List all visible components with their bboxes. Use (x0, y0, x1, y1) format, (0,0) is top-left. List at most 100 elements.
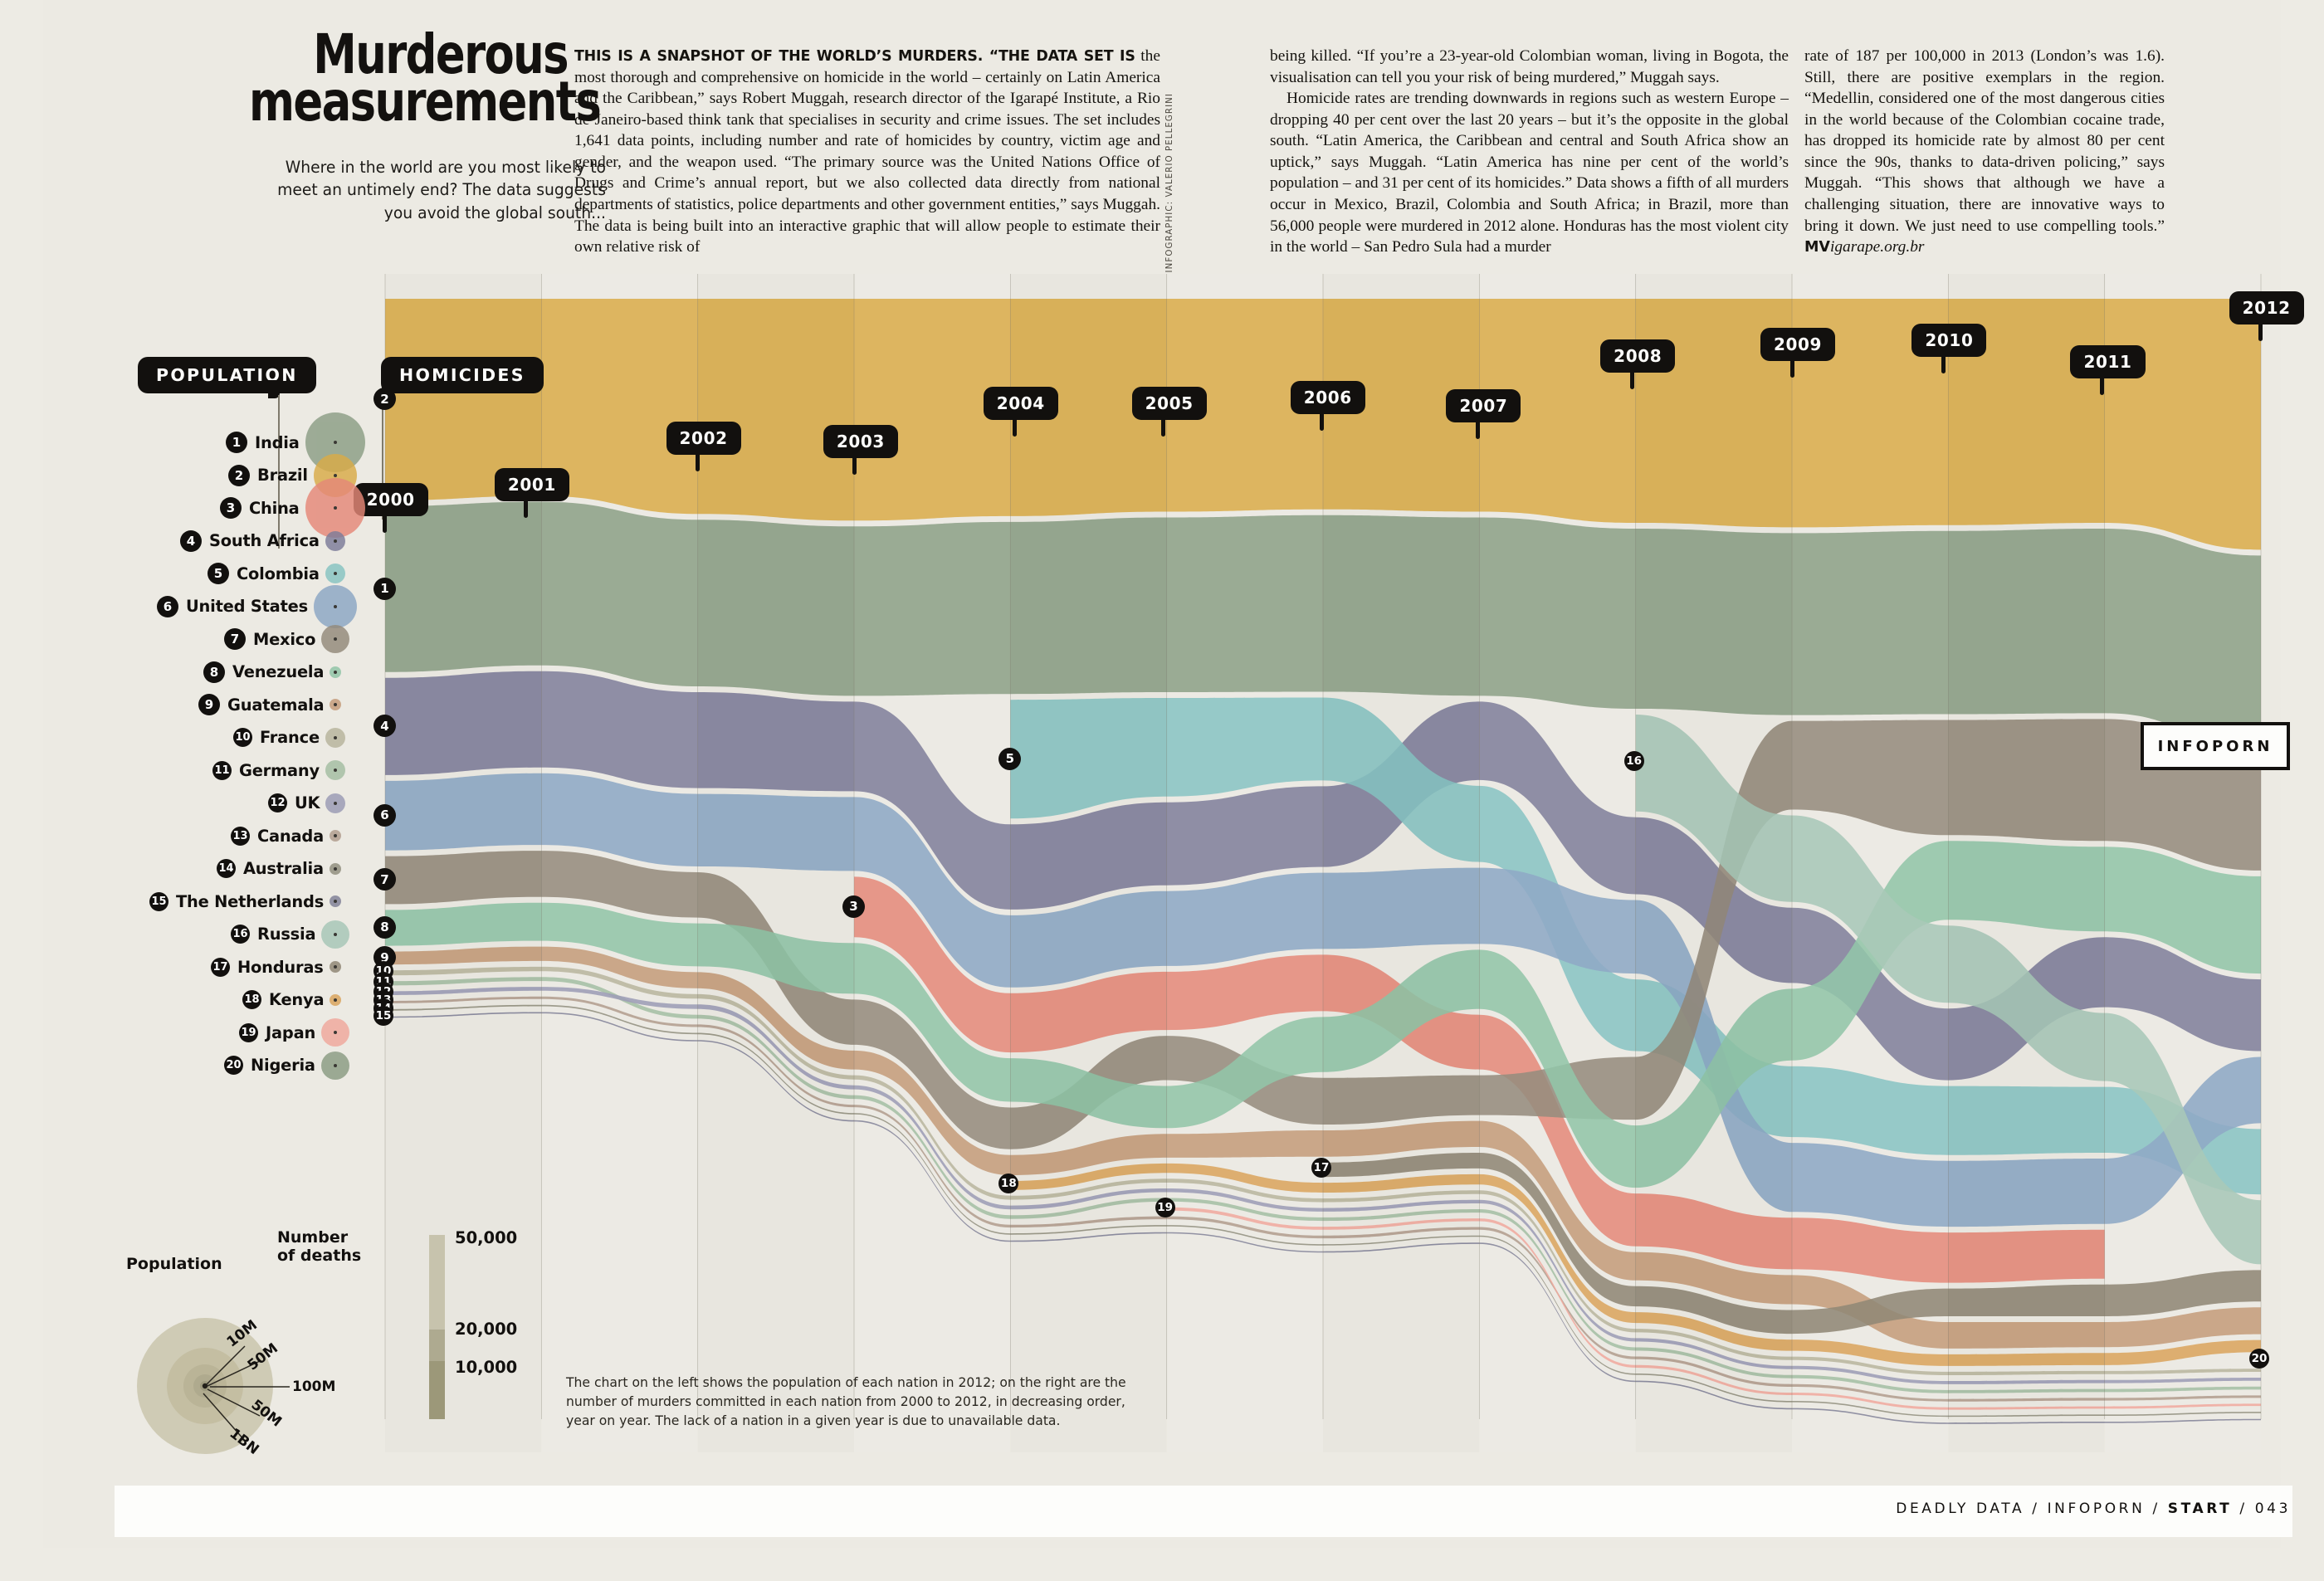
rank-pill: 4 (180, 529, 202, 552)
year-badge-2008[interactable]: 2008 (1600, 339, 1676, 373)
country-rank-item-south-africa[interactable]: 4 South Africa (180, 529, 345, 552)
year-badge-2012[interactable]: 2012 (2229, 291, 2304, 324)
rank-marker-7[interactable]: 7 (374, 868, 396, 891)
population-bubble (325, 760, 345, 780)
deaths-bar-seg-mid (429, 1330, 445, 1361)
population-bubble (325, 793, 346, 813)
homicides-leader-line (382, 395, 383, 520)
year-badge-tail-2009 (1789, 356, 1794, 378)
legend-deaths-label: Number of deaths (277, 1228, 362, 1266)
country-name: Kenya (269, 990, 325, 1009)
legend-population-label: Population (126, 1255, 222, 1273)
year-badge-2000[interactable]: 2000 (353, 483, 428, 517)
footer-sep-3: / (2239, 1500, 2255, 1517)
title-line-1: Murderous (313, 22, 569, 86)
year-column-shade-2010 (1948, 274, 2104, 1452)
year-column-shade-2011 (2105, 274, 2261, 1452)
country-rank-item-australia[interactable]: 14 Australia (217, 858, 341, 880)
population-bubble (330, 666, 342, 678)
col2-para-2: Homicide rates are trending downwards in… (1270, 90, 1789, 256)
stream-band-guatemala (385, 946, 2261, 1349)
country-rank-item-honduras[interactable]: 17 Honduras (211, 956, 341, 978)
body-column-3: rate of 187 per 100,000 in 2013 (London’… (1804, 46, 2165, 258)
population-bubble (329, 961, 341, 973)
year-badge-2007[interactable]: 2007 (1446, 389, 1521, 423)
country-name: China (249, 498, 300, 518)
year-badge-2009[interactable]: 2009 (1760, 328, 1836, 362)
country-rank-item-japan[interactable]: 19 Japan (239, 1018, 350, 1047)
rank-marker-3[interactable]: 3 (842, 895, 865, 918)
chart-caption: The chart on the left shows the populati… (566, 1375, 1126, 1428)
population-bubble (329, 830, 341, 842)
lede-text: THIS IS A SNAPSHOT OF THE WORLD’S MURDER… (574, 48, 1135, 65)
source-url: igarape.org.br (1829, 238, 1925, 256)
rank-marker-17[interactable]: 17 (1311, 1158, 1331, 1178)
country-rank-item-uk[interactable]: 12 UK (268, 793, 346, 814)
rank-pill: 1 (226, 432, 247, 453)
rank-marker-19[interactable]: 19 (1155, 1197, 1175, 1217)
year-badge-2004[interactable]: 2004 (983, 386, 1058, 420)
standfirst: Where in the world are you most likely t… (277, 157, 606, 222)
rank-pill: 16 (231, 925, 250, 944)
rank-marker-18[interactable]: 18 (998, 1174, 1019, 1194)
col3-text: rate of 187 per 100,000 in 2013 (London’… (1804, 47, 2165, 235)
rank-marker-8[interactable]: 8 (374, 915, 396, 939)
year-badge-2001[interactable]: 2001 (494, 468, 569, 502)
year-column-shade-2009 (1792, 274, 1948, 1452)
year-column-shading (384, 274, 2262, 1452)
country-rank-item-colombia[interactable]: 5 Colombia (208, 563, 345, 584)
country-name: Colombia (237, 564, 320, 583)
rank-marker-16[interactable]: 16 (1623, 751, 1644, 772)
year-badge-2002[interactable]: 2002 (666, 422, 741, 455)
population-bubble (320, 1051, 349, 1080)
deaths-scale-bar (429, 1235, 445, 1419)
year-badge-2005[interactable]: 2005 (1131, 386, 1207, 420)
country-rank-item-germany[interactable]: 11 Germany (212, 759, 345, 781)
country-name: Brazil (257, 466, 308, 485)
rank-pill: 2 (228, 464, 250, 486)
rank-pill: 7 (224, 628, 246, 650)
country-rank-item-canada[interactable]: 13 Canada (231, 825, 341, 847)
rank-marker-2[interactable]: 2 (374, 388, 396, 411)
country-rank-item-the-netherlands[interactable]: 15 The Netherlands (149, 891, 342, 912)
rank-marker-6[interactable]: 6 (374, 803, 396, 827)
rank-pill: 10 (233, 728, 252, 747)
year-badge-2010[interactable]: 2010 (1911, 323, 1987, 357)
country-name: United States (186, 597, 308, 616)
country-rank-item-kenya[interactable]: 18 Kenya (242, 989, 342, 1011)
rank-marker-4[interactable]: 4 (374, 715, 396, 738)
country-rank-item-china[interactable]: 3 China (220, 478, 365, 538)
rank-marker-5[interactable]: 5 (998, 747, 1022, 770)
country-rank-item-venezuela[interactable]: 8 Venezuela (203, 661, 342, 683)
country-rank-item-mexico[interactable]: 7 Mexico (224, 625, 350, 653)
country-rank-item-united-states[interactable]: 6 United States (157, 584, 357, 628)
rank-pill: 6 (157, 595, 178, 617)
rank-marker-1[interactable]: 1 (374, 577, 396, 600)
year-column-shade-2008 (1636, 274, 1792, 1452)
country-name: Honduras (237, 957, 324, 977)
stream-band-honduras (1323, 1153, 2261, 1335)
year-badge-tail-2001 (524, 496, 529, 519)
rank-marker-20[interactable]: 20 (2249, 1349, 2269, 1369)
country-rank-item-nigeria[interactable]: 20 Nigeria (224, 1051, 349, 1080)
year-column-shade-2004 (1010, 274, 1166, 1452)
country-name: France (260, 728, 320, 747)
year-badge-2011[interactable]: 2011 (2070, 345, 2146, 379)
country-name: Japan (266, 1022, 316, 1042)
deaths-bar-seg-high (429, 1235, 445, 1330)
population-bubble (305, 478, 365, 538)
year-badge-2003[interactable]: 2003 (823, 424, 898, 458)
country-rank-item-russia[interactable]: 16 Russia (231, 920, 350, 949)
population-bubble (321, 625, 350, 653)
year-badge-tail-2002 (696, 450, 701, 471)
country-name: Germany (239, 760, 320, 780)
rank-marker-15[interactable]: 15 (374, 1005, 393, 1026)
country-rank-item-india[interactable]: 1 India (226, 412, 365, 472)
country-rank-item-guatemala[interactable]: 9 Guatemala (198, 694, 342, 715)
country-rank-item-france[interactable]: 10 France (233, 727, 345, 749)
year-badge-tail-2012 (2258, 320, 2263, 341)
year-badge-2006[interactable]: 2006 (1290, 380, 1365, 414)
year-badge-tail-2000 (383, 511, 388, 534)
footer-book: START (2167, 1500, 2233, 1517)
population-bubble (325, 727, 345, 748)
